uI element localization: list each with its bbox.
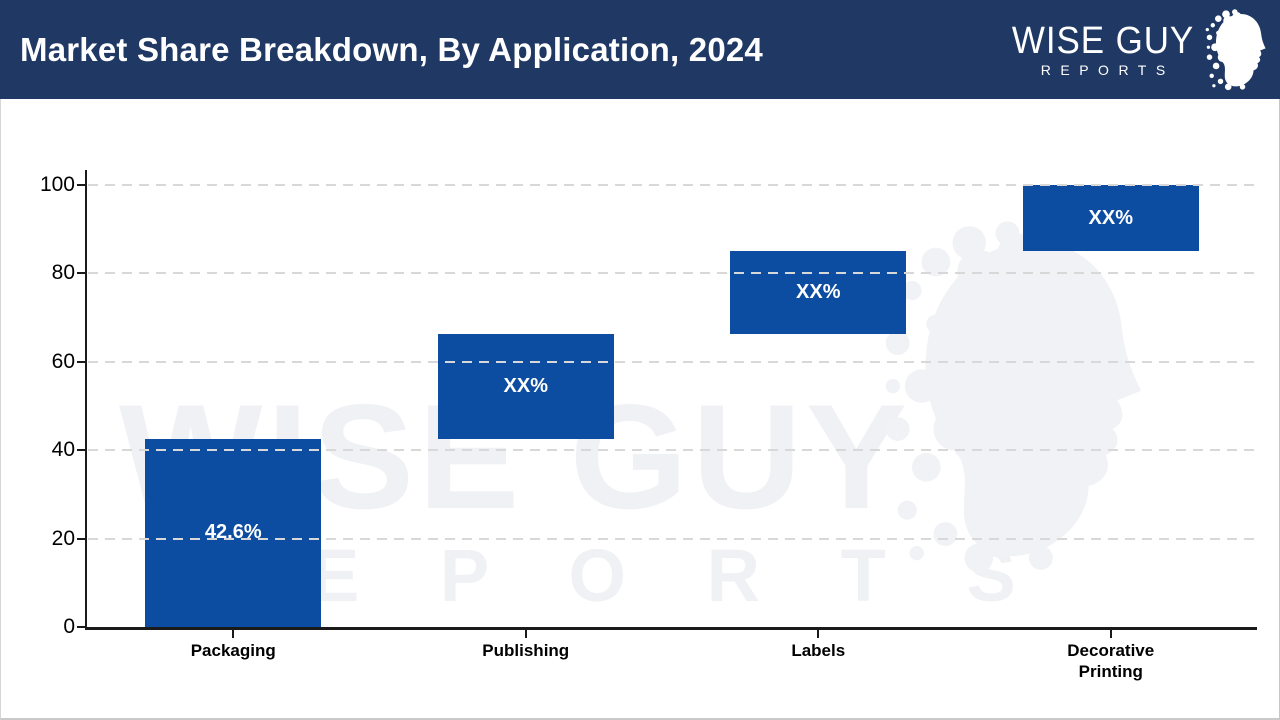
y-tick-label: 40 (51, 438, 75, 462)
y-tick (77, 449, 85, 452)
x-tick (817, 630, 820, 638)
logo-subtitle: REPORTS (1040, 61, 1175, 78)
y-tick-label: 0 (63, 615, 75, 638)
y-tick-label: 60 (51, 349, 75, 373)
x-tick (1109, 630, 1112, 638)
bar-decorative-printing: XX% (1022, 185, 1199, 252)
x-tick (232, 630, 235, 638)
category-label: Publishing (482, 641, 570, 660)
y-tick (77, 360, 85, 363)
logo-wordmark: WISE GUY (1011, 19, 1195, 62)
bar-packaging: 42.6% (145, 438, 322, 627)
y-tick-label: 100 (39, 173, 75, 196)
category-label: Packaging (190, 641, 276, 660)
y-axis-line (85, 170, 87, 630)
y-tick-label: 80 (51, 261, 75, 285)
gridline (88, 184, 1257, 186)
y-tick (77, 184, 85, 186)
x-tick (524, 630, 527, 638)
gridline (88, 537, 1257, 540)
bar-value-label: 42.6% (204, 521, 262, 544)
gridline (88, 360, 1257, 363)
gridline (88, 272, 1257, 275)
y-tick (77, 626, 85, 628)
bar-labels: XX% (730, 251, 907, 334)
category-label: Labels (791, 641, 846, 660)
bar-publishing: XX% (437, 333, 614, 439)
y-tick-label: 20 (51, 526, 75, 550)
category-label: Decorative Printing (1067, 641, 1155, 682)
logo-text: WISE GUY REPORTS (1004, 22, 1202, 78)
chart-title: Market Share Breakdown, By Application, … (20, 30, 763, 68)
x-axis-line (85, 627, 1257, 630)
wise-guy-reports-logo: WISE GUY REPORTS (1004, 8, 1270, 92)
y-tick (77, 272, 85, 275)
bar-value-label: XX% (503, 374, 548, 397)
gridline (88, 449, 1257, 452)
bar-value-label: XX% (1088, 206, 1133, 229)
y-tick (77, 537, 85, 540)
bar-value-label: XX% (796, 281, 841, 304)
header-band: Market Share Breakdown, By Application, … (0, 0, 1280, 99)
dotted-head-profile-icon (1204, 8, 1270, 92)
